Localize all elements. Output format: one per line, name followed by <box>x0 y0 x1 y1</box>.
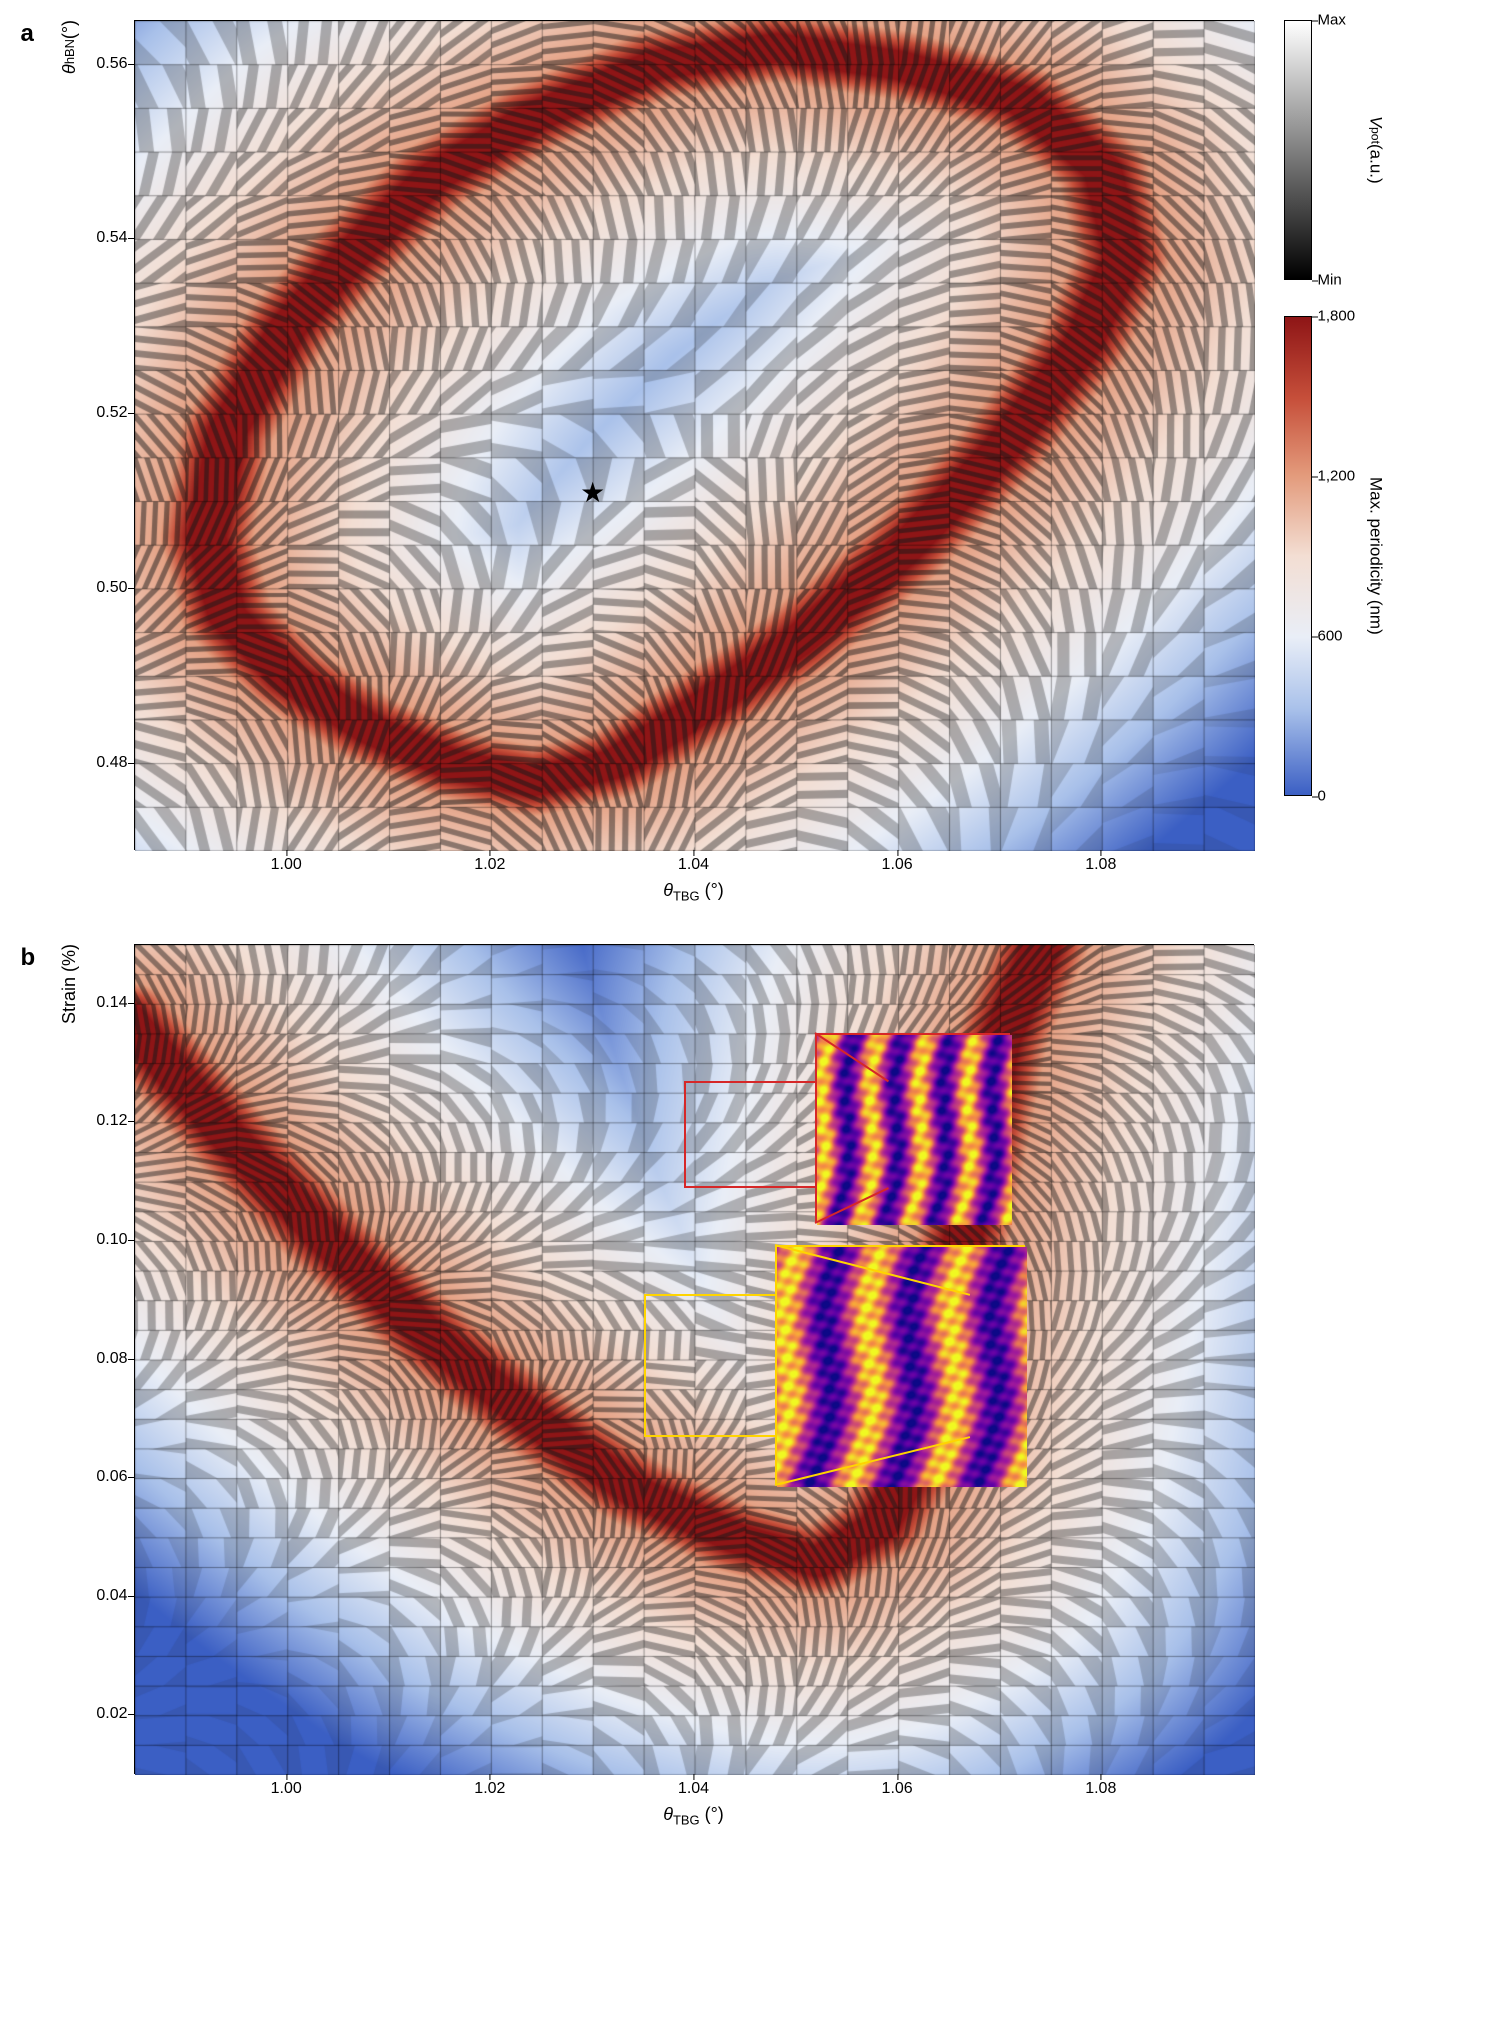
panel-b-xticks: 1.00 1.02 1.04 1.06 1.08 <box>134 1774 1254 1798</box>
x-tick: 1.00 <box>271 856 302 874</box>
colorbar-vpot-rect <box>1284 20 1312 280</box>
x-tick: 1.02 <box>474 856 505 874</box>
colorbar-periodicity-tick: 600 <box>1318 628 1343 645</box>
x-tick: 1.02 <box>474 1780 505 1798</box>
inset-red <box>815 1033 1010 1223</box>
y-tick: 0.04 <box>96 1587 127 1605</box>
panel-b-label: b <box>21 944 36 972</box>
inset-yellow <box>775 1245 1025 1485</box>
panel-b-canvas <box>135 945 1255 1775</box>
colorbar-vpot-label: Vpot (a.u.) <box>1364 20 1386 280</box>
y-tick: 0.54 <box>96 229 127 247</box>
panel-a-plot: ★ <box>134 20 1254 850</box>
panel-a-ylabel: θhBN (°) <box>53 20 86 74</box>
inset-yellow-canvas <box>777 1247 1027 1487</box>
panel-a: a θhBN (°) 0.480.500.520.540.56 ★ 1.001.… <box>21 20 1481 904</box>
panel-b: b Strain (%) 0.02 0.04 0.06 0.08 0.10 0.12 0.1… <box>21 944 1481 1828</box>
y-tick: 0.48 <box>96 754 127 772</box>
y-tick: 0.56 <box>96 55 127 73</box>
colorbar-periodicity-tick: 1,800 <box>1318 308 1356 325</box>
x-tick: 1.06 <box>882 856 913 874</box>
y-tick: 0.50 <box>96 579 127 597</box>
panel-a-yticks: 0.48 0.50 0.52 0.54 0.56 <box>86 20 134 850</box>
colorbars: MaxMin Vpot (a.u.) 06001,2001,800 Max. p… <box>1284 20 1386 796</box>
panel-a-canvas <box>135 21 1255 851</box>
y-tick: 0.12 <box>96 1112 127 1130</box>
colorbar-vpot-ticks: MaxMin <box>1312 20 1364 280</box>
colorbar-periodicity-tick: 1,200 <box>1318 468 1356 485</box>
figure: a θhBN (°) 0.480.500.520.540.56 ★ 1.001.… <box>21 20 1481 1827</box>
x-tick: 1.00 <box>271 1780 302 1798</box>
x-tick: 1.04 <box>678 856 709 874</box>
panel-b-ylabel: Strain (%) <box>53 944 86 1024</box>
colorbar-vpot-tick: Max <box>1318 12 1346 29</box>
x-tick: 1.04 <box>678 1780 709 1798</box>
colorbar-periodicity-ticks: 06001,2001,800 <box>1312 316 1364 796</box>
panel-a-xticks: 1.00 1.02 1.04 1.06 1.08 <box>134 850 1254 874</box>
panel-a-xlabel: θTBG (°) <box>134 874 1254 904</box>
x-tick: 1.08 <box>1085 856 1116 874</box>
colorbar-periodicity: 06001,2001,800 Max. periodicity (nm) <box>1284 316 1386 796</box>
y-tick: 0.06 <box>96 1468 127 1486</box>
colorbar-vpot-tick: Min <box>1318 272 1342 289</box>
x-tick: 1.06 <box>882 1780 913 1798</box>
y-tick: 0.02 <box>96 1705 127 1723</box>
y-tick: 0.52 <box>96 404 127 422</box>
panel-b-yticks: 0.02 0.04 0.06 0.08 0.10 0.12 0.14 <box>86 944 134 1774</box>
colorbar-periodicity-tick: 0 <box>1318 788 1326 805</box>
y-tick: 0.10 <box>96 1231 127 1249</box>
x-tick: 1.08 <box>1085 1780 1116 1798</box>
colorbar-periodicity-label: Max. periodicity (nm) <box>1364 316 1386 796</box>
inset-red-canvas <box>817 1035 1012 1225</box>
panel-b-xlabel: θTBG (°) <box>134 1798 1254 1828</box>
y-tick: 0.14 <box>96 994 127 1012</box>
panel-b-plot <box>134 944 1254 1774</box>
y-tick: 0.08 <box>96 1350 127 1368</box>
colorbar-vpot: MaxMin Vpot (a.u.) <box>1284 20 1386 280</box>
panel-a-label: a <box>21 20 34 48</box>
colorbar-periodicity-rect <box>1284 316 1312 796</box>
